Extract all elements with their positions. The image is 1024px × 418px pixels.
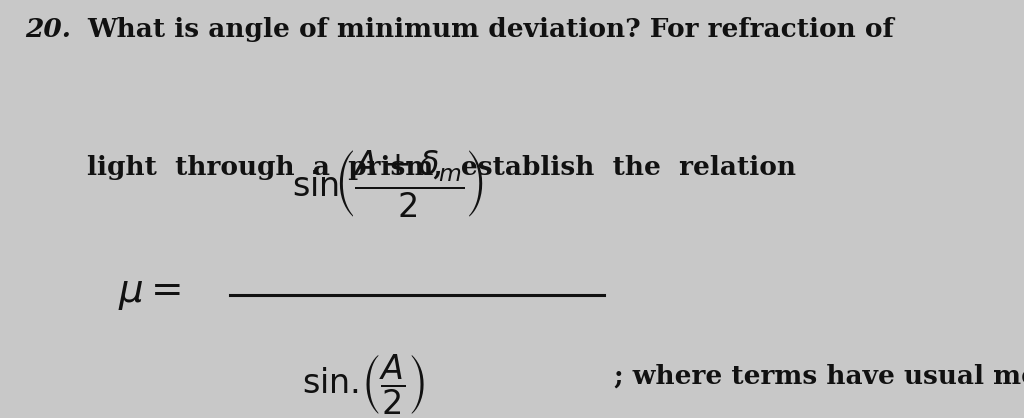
Text: $\mathrm{sin.}\!\left(\dfrac{A}{2}\right)$: $\mathrm{sin.}\!\left(\dfrac{A}{2}\right…: [302, 352, 425, 417]
Text: $\mathrm{sin}\!\left(\dfrac{A+\delta_m}{2}\right)$: $\mathrm{sin}\!\left(\dfrac{A+\delta_m}{…: [292, 148, 483, 219]
Text: What is angle of minimum deviation? For refraction of: What is angle of minimum deviation? For …: [87, 17, 894, 42]
Text: ; where terms have usual meanings.: ; where terms have usual meanings.: [614, 364, 1024, 389]
Text: light  through  a  prism,  establish  the  relation: light through a prism, establish the rel…: [87, 155, 796, 180]
Text: $\mu =$: $\mu =$: [118, 274, 181, 311]
Text: 20.: 20.: [26, 17, 72, 42]
